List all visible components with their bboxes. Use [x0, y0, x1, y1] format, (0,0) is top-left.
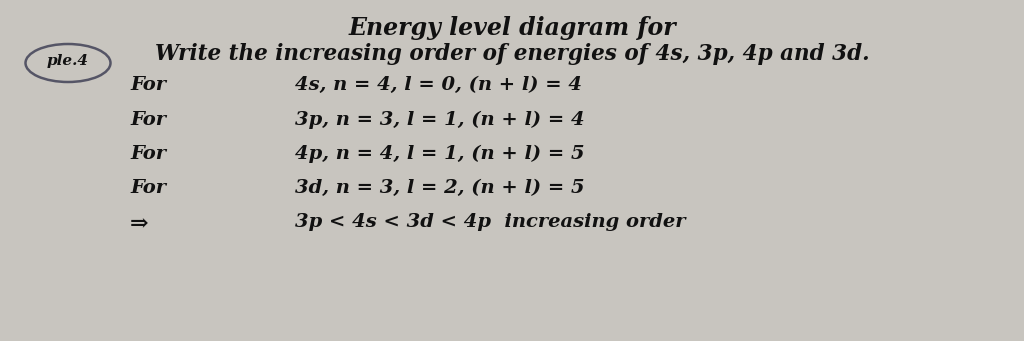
Text: 3p < 4s < 3d < 4p  increasing order: 3p < 4s < 3d < 4p increasing order	[295, 213, 685, 231]
Text: For: For	[130, 76, 166, 94]
Text: ⇒: ⇒	[130, 213, 148, 235]
Text: 4s, n = 4, l = 0, (n + l) = 4: 4s, n = 4, l = 0, (n + l) = 4	[295, 76, 582, 94]
Text: Energy level diagram for: Energy level diagram for	[348, 16, 676, 40]
Text: For: For	[130, 111, 166, 129]
Text: 3d, n = 3, l = 2, (n + l) = 5: 3d, n = 3, l = 2, (n + l) = 5	[295, 179, 585, 197]
Text: For: For	[130, 145, 166, 163]
Text: Write the increasing order of energies of 4s, 3p, 4p and 3d.: Write the increasing order of energies o…	[155, 43, 869, 65]
Text: ple.4: ple.4	[47, 54, 89, 68]
Text: 3p, n = 3, l = 1, (n + l) = 4: 3p, n = 3, l = 1, (n + l) = 4	[295, 111, 585, 129]
Text: 4p, n = 4, l = 1, (n + l) = 5: 4p, n = 4, l = 1, (n + l) = 5	[295, 145, 585, 163]
Text: For: For	[130, 179, 166, 197]
